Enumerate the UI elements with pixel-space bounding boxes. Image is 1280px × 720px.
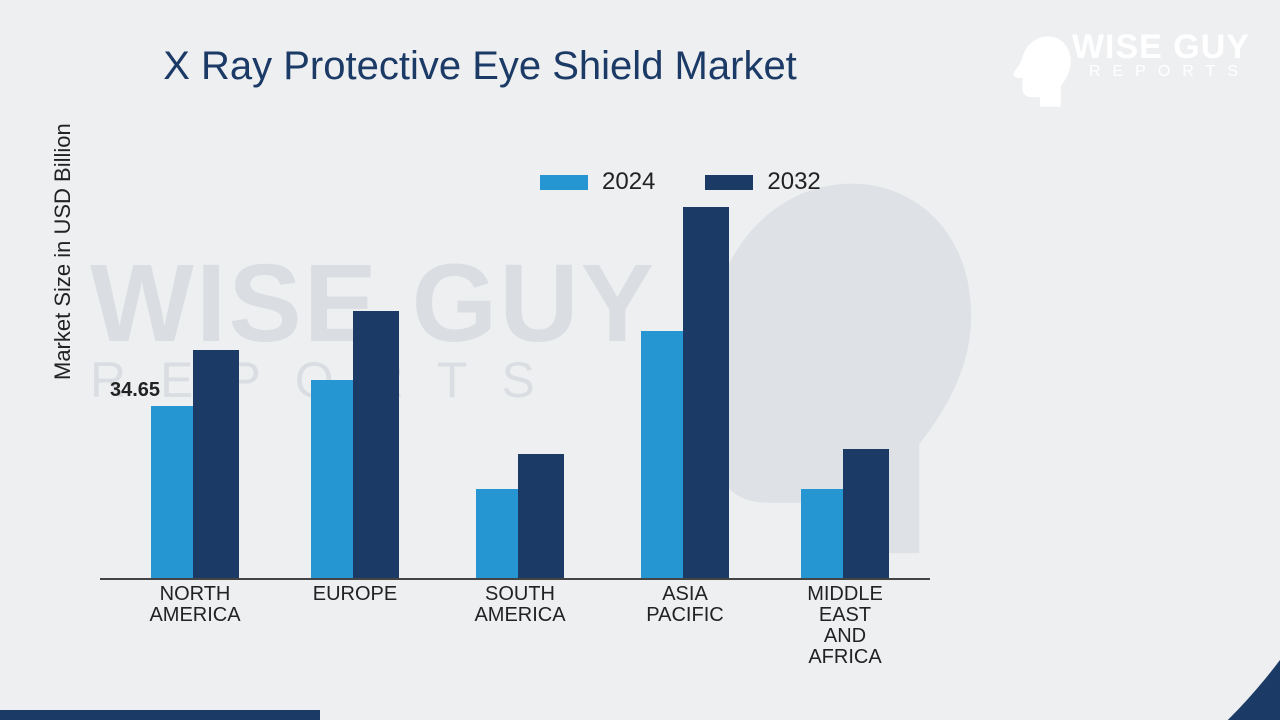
category-label: EUROPE — [313, 584, 397, 605]
brand-logo-line2: REPORTS — [1072, 63, 1250, 81]
bar-group: MIDDLE EAST AND AFRICA — [801, 182, 889, 578]
category-label: MIDDLE EAST AND AFRICA — [807, 584, 883, 668]
bar-2032 — [843, 449, 889, 578]
bar-group: SOUTH AMERICA — [476, 182, 564, 578]
brand-logo: WISE GUY REPORTS — [1072, 28, 1250, 81]
bar-2024 — [151, 406, 197, 578]
footer-accent-bar — [0, 710, 320, 720]
bar-group: NORTH AMERICA — [151, 182, 239, 578]
plot-area: NORTH AMERICA EUROPE SOUTH AMERICA ASIA PAC… — [100, 184, 930, 580]
bar-group: ASIA PACIFIC — [641, 182, 729, 578]
bar-group: EUROPE — [311, 182, 399, 578]
category-label: ASIA PACIFIC — [646, 584, 723, 626]
y-axis-label: Market Size in USD Billion — [50, 123, 76, 380]
bar-2032 — [518, 454, 564, 578]
bar-2032 — [353, 311, 399, 578]
bar-2024 — [801, 489, 847, 578]
brand-logo-line1: WISE GUY — [1072, 28, 1250, 67]
chart-title: X Ray Protective Eye Shield Market — [0, 44, 960, 89]
bar-2024 — [476, 489, 522, 578]
page: WISE GUY REPORTS WISE GUY REPORTS — [0, 0, 1280, 720]
category-label: NORTH AMERICA — [149, 584, 240, 626]
right-brand-panel — [960, 0, 1280, 720]
bar-2024 — [311, 380, 357, 578]
bar-2024 — [641, 331, 687, 579]
chart-area: NORTH AMERICA EUROPE SOUTH AMERICA ASIA PAC… — [100, 170, 930, 600]
x-axis-line — [100, 578, 930, 580]
bar-2032 — [193, 350, 239, 578]
category-label: SOUTH AMERICA — [474, 584, 565, 626]
value-label: 34.65 — [110, 379, 160, 402]
bar-2032 — [683, 207, 729, 578]
